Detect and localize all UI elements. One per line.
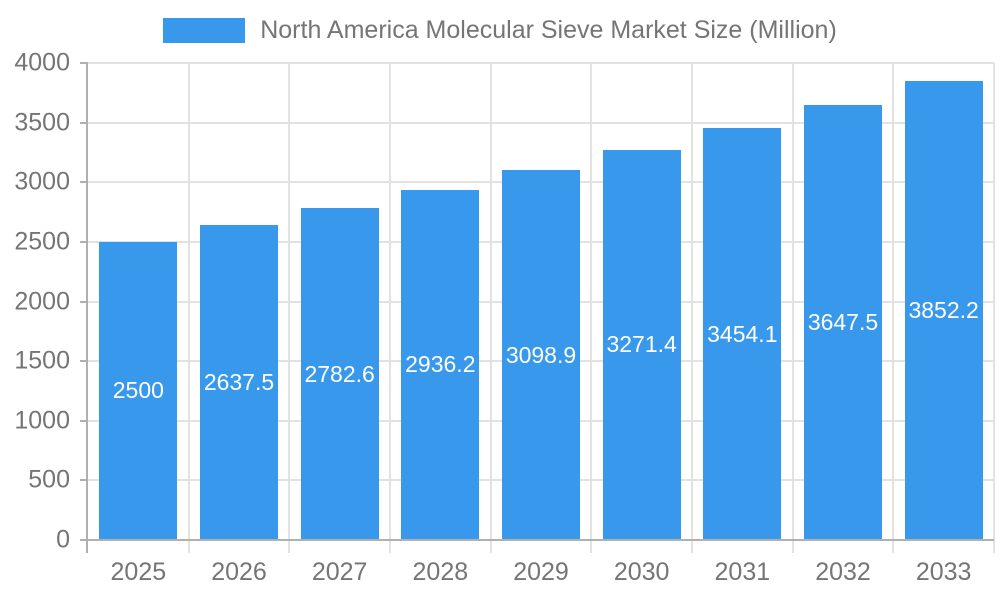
x-axis-label: 2032 xyxy=(815,558,871,586)
x-axis-label: 2033 xyxy=(915,558,972,586)
x-axis-label: 2027 xyxy=(311,558,368,586)
bar-value-label: 2936.2 xyxy=(405,351,476,378)
y-axis-label: 3500 xyxy=(14,108,70,137)
x-axis-label: 2031 xyxy=(714,558,771,586)
y-axis-tick xyxy=(80,419,88,422)
bar-value-label: 3647.5 xyxy=(807,309,879,336)
y-axis-line xyxy=(86,63,88,553)
bar[interactable]: 2500 xyxy=(99,241,178,540)
gridline-vertical xyxy=(691,63,693,553)
y-axis-label: 2000 xyxy=(14,287,70,315)
y-axis-tick xyxy=(80,539,88,541)
bar-value-label: 3454.1 xyxy=(707,320,778,347)
y-axis-label: 2500 xyxy=(14,227,70,256)
bar-value-label: 2500 xyxy=(112,377,164,404)
gridline-vertical xyxy=(791,63,794,553)
legend[interactable]: North America Molecular Sieve Market Siz… xyxy=(0,16,1000,45)
x-axis-label: 2029 xyxy=(513,558,569,586)
y-axis-label: 1500 xyxy=(14,346,70,375)
plot-area: 2500 2637.5 2782.6 2936.2 3098.9 3271.4 3454.1… xyxy=(88,62,995,553)
bar-value-label: 3098.9 xyxy=(505,341,577,368)
bar[interactable]: 3271.4 xyxy=(602,149,681,540)
y-axis-tick xyxy=(80,121,88,124)
gridline-vertical xyxy=(288,63,291,553)
bar-value-label: 3271.4 xyxy=(606,331,677,358)
x-axis-label: 2025 xyxy=(110,558,167,586)
legend-swatch xyxy=(163,18,246,43)
bar-value-label: 2782.6 xyxy=(304,360,375,387)
gridline-vertical xyxy=(489,63,492,553)
gridline-vertical xyxy=(892,63,895,553)
y-axis-tick xyxy=(80,360,88,363)
x-axis-line xyxy=(80,539,994,541)
x-axis-label: 2028 xyxy=(412,558,469,586)
bar-value-label: 3852.2 xyxy=(908,296,979,323)
y-axis-tick xyxy=(80,300,88,303)
gridline-vertical xyxy=(187,63,190,553)
bar[interactable]: 3647.5 xyxy=(804,105,882,540)
x-axis-label: 2026 xyxy=(211,558,267,586)
y-axis-label: 3000 xyxy=(14,167,70,196)
y-axis-label: 500 xyxy=(28,465,70,494)
y-axis-tick xyxy=(80,479,88,482)
y-axis-tick xyxy=(80,240,88,243)
y-axis-label: 0 xyxy=(56,525,70,554)
bar[interactable]: 2637.5 xyxy=(200,225,278,540)
bar-value-label: 2637.5 xyxy=(203,369,275,396)
bar[interactable]: 3098.9 xyxy=(502,170,580,540)
gridline-horizontal xyxy=(88,62,994,64)
bar[interactable]: 3852.2 xyxy=(904,80,983,540)
gridline-vertical xyxy=(993,63,995,553)
y-axis-tick xyxy=(80,62,88,64)
bar[interactable]: 2782.6 xyxy=(300,208,379,540)
gridline-vertical xyxy=(590,63,593,553)
y-axis-label: 4000 xyxy=(14,48,70,77)
y-axis-tick xyxy=(80,181,88,184)
legend-label: North America Molecular Sieve Market Siz… xyxy=(260,16,837,44)
y-axis-label: 1000 xyxy=(14,406,70,435)
bar[interactable]: 2936.2 xyxy=(401,189,480,540)
gridline-vertical xyxy=(389,63,391,553)
gridline-horizontal xyxy=(88,121,994,124)
bar[interactable]: 3454.1 xyxy=(703,128,782,540)
x-axis-label: 2030 xyxy=(613,558,670,586)
